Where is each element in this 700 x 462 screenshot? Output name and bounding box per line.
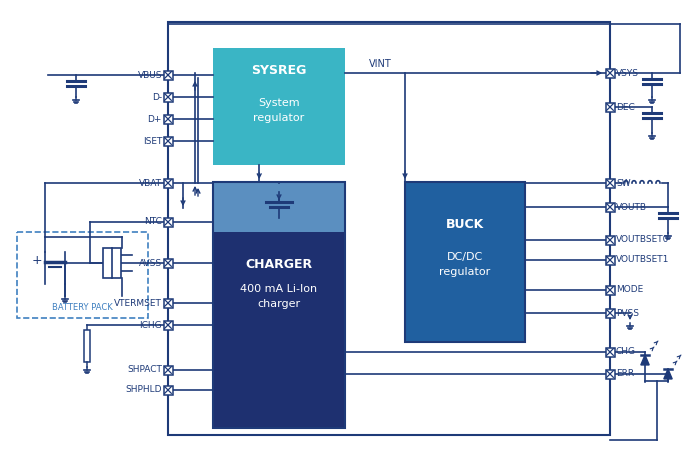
Text: 400 mA Li-Ion: 400 mA Li-Ion — [240, 284, 318, 294]
Text: NTC: NTC — [144, 218, 162, 226]
Text: SHPACT: SHPACT — [127, 365, 162, 375]
Bar — [164, 178, 172, 188]
Text: regulator: regulator — [253, 113, 304, 123]
Bar — [17, 232, 148, 318]
Bar — [405, 182, 525, 342]
Bar — [606, 309, 615, 317]
Bar — [606, 68, 615, 78]
Bar — [606, 370, 615, 378]
Text: regulator: regulator — [440, 267, 491, 277]
Bar — [168, 22, 610, 435]
Text: VOUTBSET1: VOUTBSET1 — [616, 255, 669, 265]
Bar — [213, 48, 345, 165]
Text: SHPHLD: SHPHLD — [125, 385, 162, 395]
Text: System: System — [258, 98, 300, 108]
Text: ISET: ISET — [143, 136, 162, 146]
Bar — [164, 298, 172, 308]
Bar — [164, 115, 172, 123]
Bar — [606, 178, 615, 188]
Text: charger: charger — [258, 299, 300, 309]
Bar — [164, 218, 172, 226]
Bar — [606, 103, 615, 111]
Bar — [164, 259, 172, 267]
Bar — [606, 236, 615, 244]
Bar — [213, 182, 345, 232]
Text: CHARGER: CHARGER — [246, 257, 313, 270]
Text: MODE: MODE — [616, 286, 643, 294]
Text: SYSREG: SYSREG — [251, 63, 307, 77]
Text: VOUTBSET0: VOUTBSET0 — [616, 236, 669, 244]
Bar — [606, 255, 615, 265]
Polygon shape — [664, 369, 672, 379]
Text: DC/DC: DC/DC — [447, 252, 483, 262]
Polygon shape — [640, 355, 649, 365]
Text: VBUS: VBUS — [137, 71, 162, 79]
Text: AVSS: AVSS — [139, 259, 162, 267]
Bar — [164, 365, 172, 375]
Text: ICHG: ICHG — [139, 321, 162, 329]
Bar — [606, 347, 615, 357]
Bar — [84, 330, 90, 362]
Text: D-: D- — [152, 92, 162, 102]
Text: BUCK: BUCK — [446, 218, 484, 231]
Bar — [213, 182, 345, 428]
Text: BATTERY PACK: BATTERY PACK — [52, 304, 113, 312]
Bar — [164, 136, 172, 146]
Text: DEC: DEC — [616, 103, 635, 111]
Text: SW: SW — [616, 178, 631, 188]
Text: VINT: VINT — [369, 59, 391, 69]
Bar — [213, 232, 345, 428]
Text: PVSS: PVSS — [616, 309, 639, 317]
Text: VBAT: VBAT — [139, 178, 162, 188]
Bar — [606, 202, 615, 212]
Bar — [164, 321, 172, 329]
Bar — [164, 71, 172, 79]
Text: VTERMSET: VTERMSET — [114, 298, 162, 308]
Text: VOUTB: VOUTB — [616, 202, 647, 212]
Text: D+: D+ — [148, 115, 162, 123]
Bar — [606, 286, 615, 294]
Bar — [164, 92, 172, 102]
Text: CHG: CHG — [616, 347, 636, 357]
Text: VSYS: VSYS — [616, 68, 639, 78]
Text: ERR: ERR — [616, 370, 634, 378]
Text: +: + — [32, 254, 42, 267]
Bar — [164, 385, 172, 395]
Bar — [103, 248, 121, 278]
